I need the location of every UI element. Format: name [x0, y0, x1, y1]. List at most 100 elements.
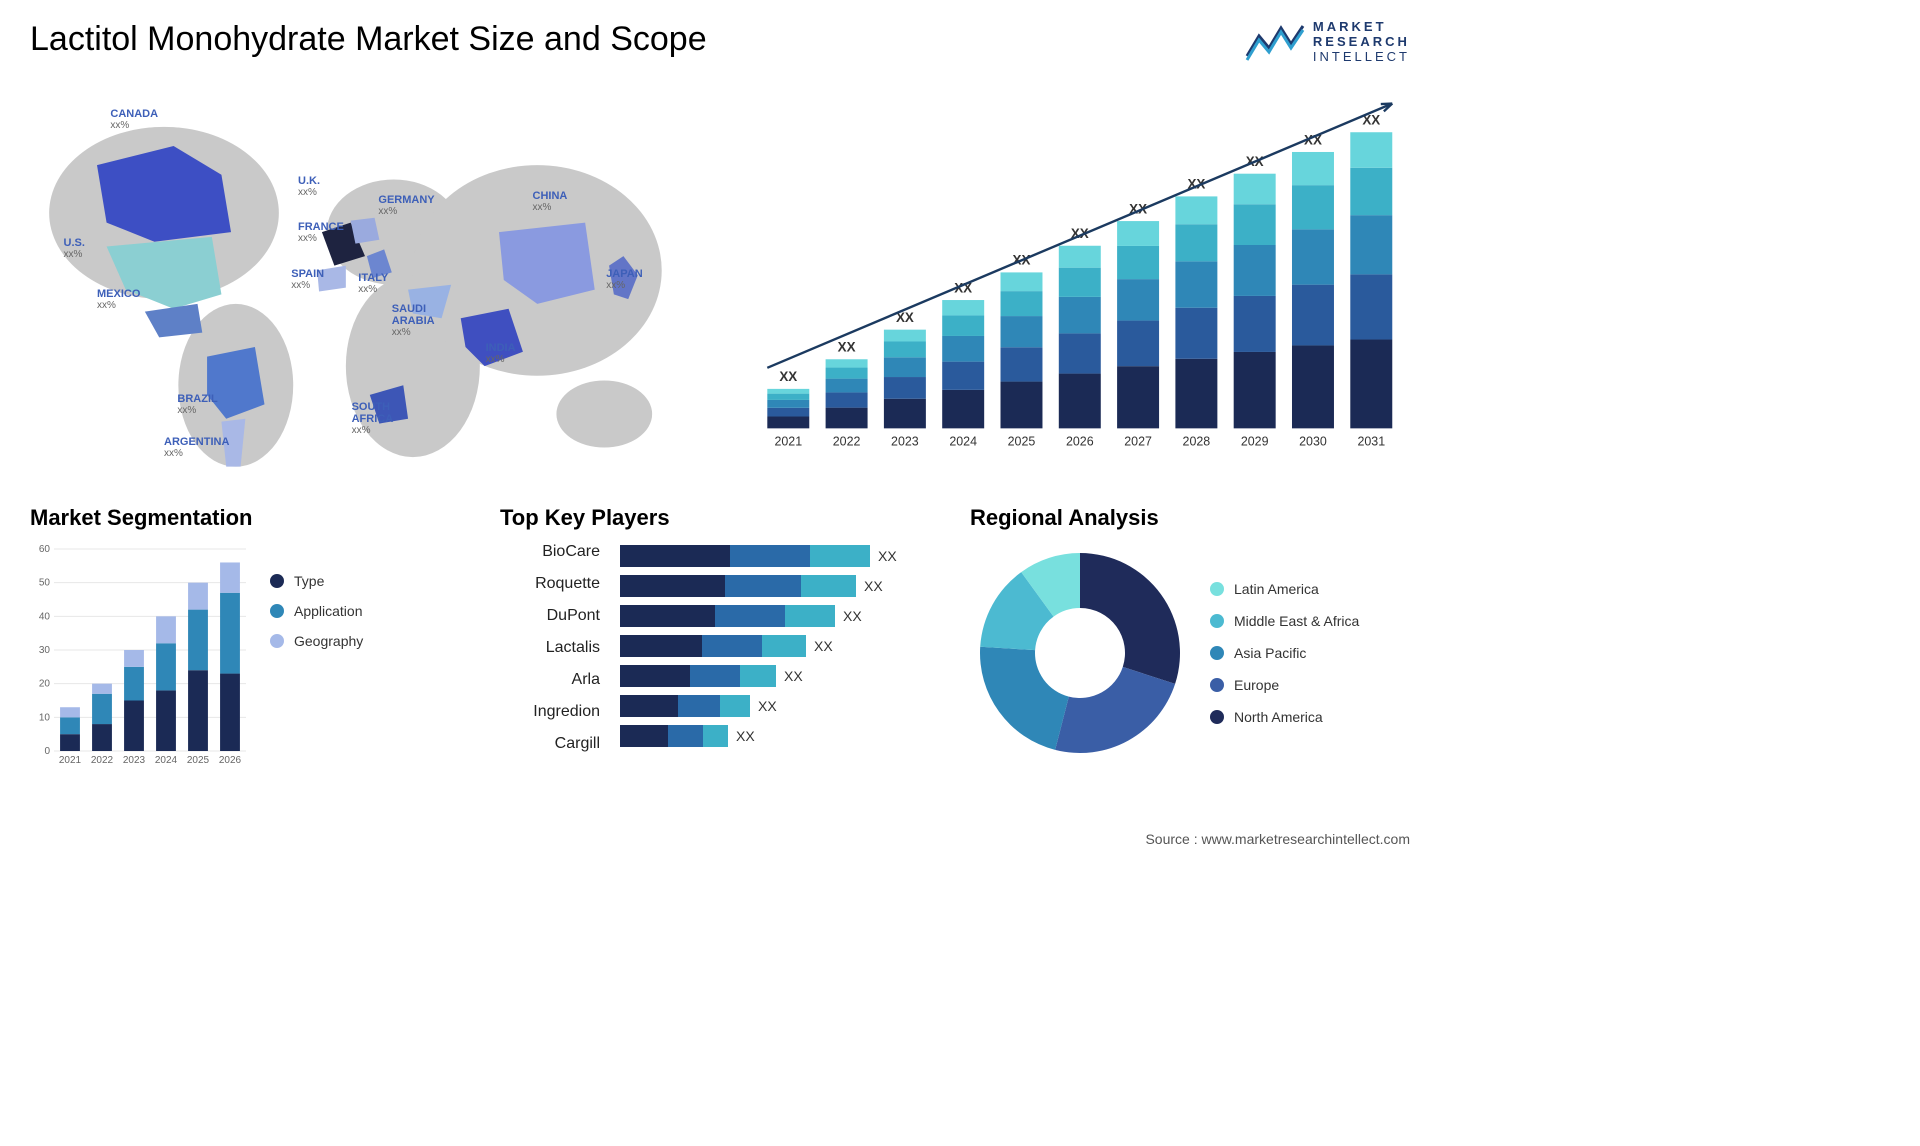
svg-text:10: 10	[39, 712, 51, 723]
players-section: Top Key Players BioCareRoquetteDuPontLac…	[500, 505, 940, 773]
region-legend-row: North America	[1210, 709, 1359, 725]
section-title-regional: Regional Analysis	[970, 505, 1410, 531]
player-bar-segment	[620, 695, 678, 717]
map-country-label: FRANCExx%	[298, 221, 344, 244]
player-bar	[620, 575, 856, 597]
legend-dot-icon	[270, 634, 284, 648]
player-bar-segment	[620, 665, 690, 687]
player-bar-row: XX	[620, 605, 940, 627]
player-bar-segment	[801, 575, 856, 597]
region-legend-row: Middle East & Africa	[1210, 613, 1359, 629]
player-bar-segment	[620, 575, 725, 597]
player-bar-segment	[715, 605, 785, 627]
player-bar-segment	[678, 695, 720, 717]
svg-text:2022: 2022	[91, 755, 114, 766]
player-bar-row: XX	[620, 635, 940, 657]
player-bar-value: XX	[736, 728, 755, 744]
segmentation-chart: 0102030405060202120222023202420252026	[30, 543, 250, 773]
player-bar-value: XX	[784, 668, 803, 684]
svg-text:30: 30	[39, 645, 51, 656]
players-names: BioCareRoquetteDuPontLactalisArlaIngredi…	[500, 543, 600, 753]
player-bar-segment	[620, 545, 730, 567]
svg-text:XX: XX	[838, 339, 856, 354]
svg-text:XX: XX	[779, 369, 797, 384]
segmentation-legend-row: Application	[270, 603, 363, 619]
svg-text:2023: 2023	[123, 755, 146, 766]
player-bar-value: XX	[864, 578, 883, 594]
svg-text:40: 40	[39, 611, 51, 622]
legend-dot-icon	[270, 604, 284, 618]
svg-text:20: 20	[39, 678, 51, 689]
player-bar-row: XX	[620, 545, 940, 567]
growth-chart: XX2021XX2022XX2023XX2024XX2025XX2026XX20…	[740, 85, 1410, 475]
svg-text:2025: 2025	[1008, 434, 1036, 448]
region-legend-row: Europe	[1210, 677, 1359, 693]
legend-dot-icon	[270, 574, 284, 588]
legend-label: Europe	[1234, 677, 1279, 693]
segmentation-legend-row: Geography	[270, 633, 363, 649]
player-bar-segment	[762, 635, 806, 657]
svg-text:2024: 2024	[949, 434, 977, 448]
regional-donut	[970, 543, 1190, 763]
player-bar-segment	[810, 545, 870, 567]
legend-dot-icon	[1210, 710, 1224, 724]
map-country-label: INDIAxx%	[486, 342, 516, 365]
player-bar-value: XX	[758, 698, 777, 714]
svg-text:2024: 2024	[155, 755, 178, 766]
player-bar	[620, 545, 870, 567]
svg-text:2021: 2021	[774, 434, 802, 448]
player-bar	[620, 695, 750, 717]
map-country-label: U.K.xx%	[298, 175, 320, 198]
section-title-segmentation: Market Segmentation	[30, 505, 470, 531]
legend-dot-icon	[1210, 678, 1224, 692]
player-bar-segment	[720, 695, 750, 717]
player-bar	[620, 725, 728, 747]
svg-text:2026: 2026	[219, 755, 242, 766]
player-bar-row: XX	[620, 695, 940, 717]
map-country-label: SPAINxx%	[291, 268, 324, 291]
player-bar-segment	[620, 635, 702, 657]
map-country-label: U.S.xx%	[64, 237, 85, 260]
player-name: BioCare	[542, 543, 600, 561]
map-country-label: ARGENTINAxx%	[164, 436, 229, 459]
header: Lactitol Monohydrate Market Size and Sco…	[30, 20, 1410, 65]
svg-text:2021: 2021	[59, 755, 82, 766]
map-country-label: SOUTHAFRICAxx%	[352, 401, 394, 436]
svg-text:2027: 2027	[1124, 434, 1152, 448]
player-bar	[620, 665, 776, 687]
growth-chart-svg: XX2021XX2022XX2023XX2024XX2025XX2026XX20…	[740, 85, 1410, 475]
world-map-section: CANADAxx%U.S.xx%MEXICOxx%BRAZILxx%ARGENT…	[30, 85, 700, 475]
player-bar-segment	[668, 725, 703, 747]
player-bar-segment	[703, 725, 728, 747]
svg-text:2022: 2022	[833, 434, 861, 448]
source-attribution: Source : www.marketresearchintellect.com	[1145, 831, 1410, 847]
map-country-label: ITALYxx%	[358, 272, 388, 295]
player-bar-value: XX	[843, 608, 862, 624]
player-name: DuPont	[547, 607, 600, 625]
legend-label: Type	[294, 573, 324, 589]
legend-label: North America	[1234, 709, 1323, 725]
map-country-label: CHINAxx%	[533, 190, 568, 213]
svg-text:2026: 2026	[1066, 434, 1094, 448]
player-bar-value: XX	[814, 638, 833, 654]
svg-text:2023: 2023	[891, 434, 919, 448]
legend-dot-icon	[1210, 614, 1224, 628]
svg-text:2030: 2030	[1299, 434, 1327, 448]
player-bar-segment	[620, 605, 715, 627]
player-name: Arla	[572, 671, 600, 689]
player-bar-segment	[620, 725, 668, 747]
map-labels: CANADAxx%U.S.xx%MEXICOxx%BRAZILxx%ARGENT…	[30, 85, 700, 475]
segmentation-section: Market Segmentation 01020304050602021202…	[30, 505, 470, 773]
legend-label: Application	[294, 603, 363, 619]
player-bar-segment	[730, 545, 810, 567]
svg-text:2031: 2031	[1357, 434, 1385, 448]
player-bar-row: XX	[620, 665, 940, 687]
map-country-label: MEXICOxx%	[97, 288, 140, 311]
legend-label: Middle East & Africa	[1234, 613, 1359, 629]
svg-text:0: 0	[44, 746, 50, 757]
svg-text:50: 50	[39, 577, 51, 588]
segmentation-legend: Type Application Geography	[270, 573, 363, 649]
player-bar	[620, 605, 835, 627]
map-country-label: SAUDIARABIAxx%	[392, 303, 435, 338]
section-title-players: Top Key Players	[500, 505, 940, 531]
